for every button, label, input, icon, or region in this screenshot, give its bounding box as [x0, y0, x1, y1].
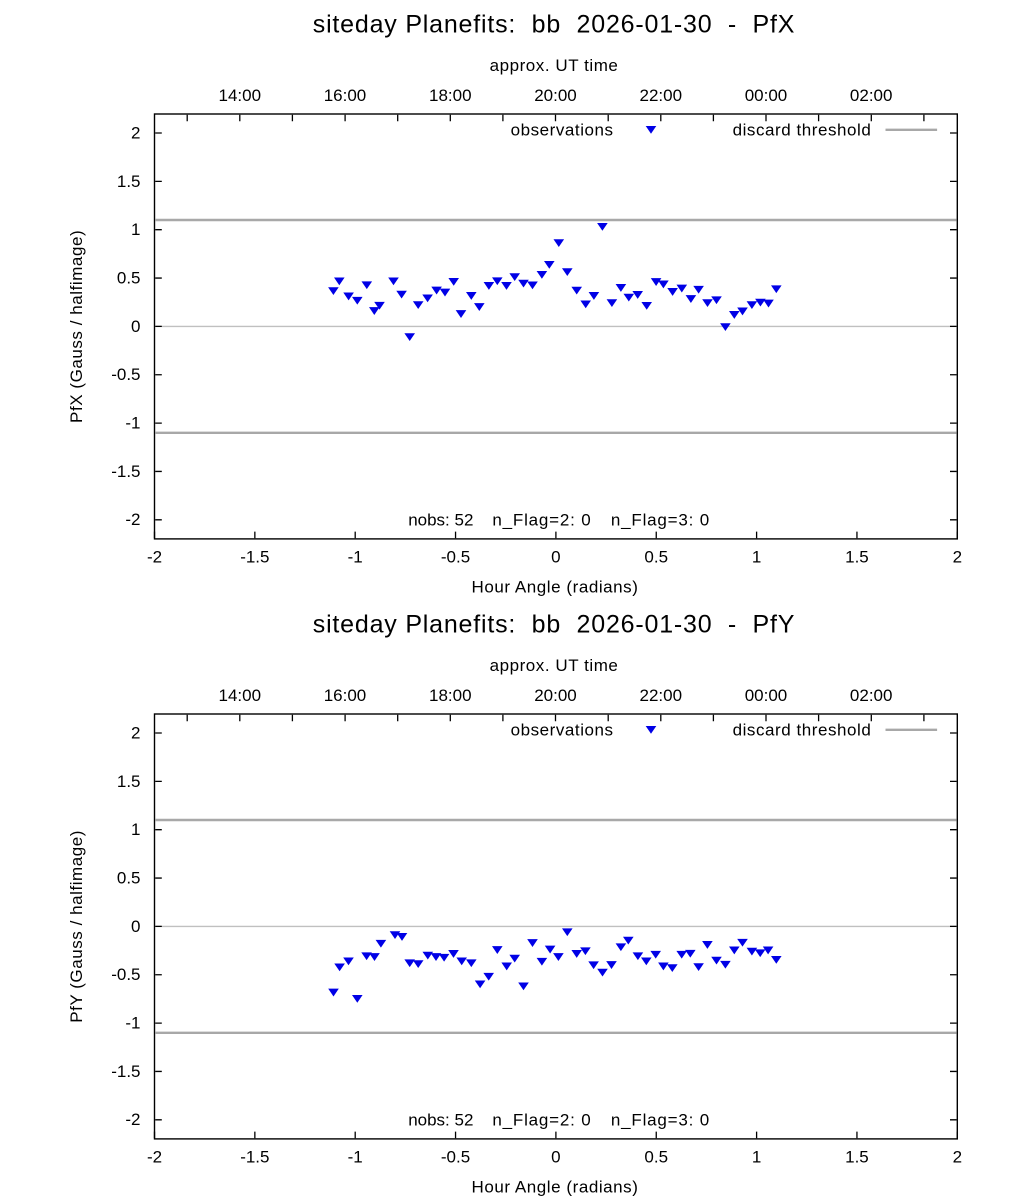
svg-text:0.5: 0.5	[644, 548, 668, 567]
svg-text:-2: -2	[147, 548, 162, 567]
svg-text:nobs: 52: nobs: 52	[408, 510, 473, 529]
svg-text:2: 2	[953, 1148, 962, 1167]
svg-text:1: 1	[752, 1148, 761, 1167]
svg-text:observations: observations	[511, 120, 614, 139]
svg-text:-2: -2	[125, 1110, 140, 1129]
svg-text:18:00: 18:00	[429, 86, 472, 105]
svg-text:PfY (Gauss / halfimage): PfY (Gauss / halfimage)	[67, 830, 86, 1023]
svg-text:16:00: 16:00	[324, 686, 367, 705]
svg-text:2: 2	[131, 123, 140, 142]
svg-text:0: 0	[551, 548, 560, 567]
svg-text:-2: -2	[147, 1148, 162, 1167]
svg-text:00:00: 00:00	[745, 86, 788, 105]
svg-text:n_Flag=2: 0: n_Flag=2: 0	[492, 510, 591, 529]
svg-text:-0.5: -0.5	[111, 965, 140, 984]
svg-text:discard threshold: discard threshold	[733, 120, 872, 139]
svg-text:siteday Planefits: bb 2026-0: siteday Planefits: bb 2026-01-30 - PfY	[313, 611, 795, 639]
svg-text:0: 0	[131, 317, 140, 336]
svg-text:-1.5: -1.5	[111, 462, 140, 481]
svg-text:0: 0	[551, 1148, 560, 1167]
svg-text:-2: -2	[125, 510, 140, 529]
svg-text:observations: observations	[511, 720, 614, 739]
svg-text:n_Flag=3: 0: n_Flag=3: 0	[611, 1110, 710, 1129]
svg-text:0: 0	[131, 917, 140, 936]
svg-text:Hour Angle (radians): Hour Angle (radians)	[472, 578, 639, 597]
svg-text:-1: -1	[348, 548, 363, 567]
svg-text:Hour Angle (radians): Hour Angle (radians)	[472, 1178, 639, 1197]
svg-text:-1: -1	[125, 1014, 140, 1033]
svg-text:PfX (Gauss / halfimage): PfX (Gauss / halfimage)	[67, 230, 86, 423]
svg-text:1: 1	[131, 220, 140, 239]
svg-text:0.5: 0.5	[117, 268, 141, 287]
svg-text:2: 2	[131, 723, 140, 742]
svg-text:14:00: 14:00	[219, 686, 262, 705]
svg-text:22:00: 22:00	[640, 686, 683, 705]
svg-text:approx. UT time: approx. UT time	[490, 56, 619, 75]
svg-text:-0.5: -0.5	[441, 1148, 470, 1167]
svg-text:-1: -1	[348, 1148, 363, 1167]
svg-text:0.5: 0.5	[117, 868, 141, 887]
svg-text:0.5: 0.5	[644, 1148, 668, 1167]
svg-text:-1.5: -1.5	[111, 1062, 140, 1081]
svg-text:02:00: 02:00	[850, 686, 893, 705]
svg-text:siteday Planefits: bb 2026-0: siteday Planefits: bb 2026-01-30 - PfX	[313, 11, 795, 39]
svg-text:18:00: 18:00	[429, 686, 472, 705]
svg-text:02:00: 02:00	[850, 86, 893, 105]
svg-text:-1.5: -1.5	[240, 1148, 269, 1167]
svg-text:00:00: 00:00	[745, 686, 788, 705]
svg-text:-0.5: -0.5	[111, 365, 140, 384]
svg-text:2: 2	[953, 548, 962, 567]
svg-text:20:00: 20:00	[534, 86, 577, 105]
svg-text:1.5: 1.5	[845, 1148, 869, 1167]
svg-text:1.5: 1.5	[117, 172, 141, 191]
svg-text:14:00: 14:00	[219, 86, 262, 105]
svg-text:-1.5: -1.5	[240, 548, 269, 567]
svg-text:22:00: 22:00	[640, 86, 683, 105]
svg-text:1.5: 1.5	[845, 548, 869, 567]
svg-text:approx. UT time: approx. UT time	[490, 656, 619, 675]
svg-text:1: 1	[131, 820, 140, 839]
svg-text:discard threshold: discard threshold	[733, 720, 872, 739]
svg-text:-1: -1	[125, 414, 140, 433]
svg-text:1.5: 1.5	[117, 772, 141, 791]
svg-text:n_Flag=3: 0: n_Flag=3: 0	[611, 510, 710, 529]
svg-text:nobs: 52: nobs: 52	[408, 1110, 473, 1129]
svg-text:-0.5: -0.5	[441, 548, 470, 567]
svg-text:n_Flag=2: 0: n_Flag=2: 0	[492, 1110, 591, 1129]
svg-text:20:00: 20:00	[534, 686, 577, 705]
svg-text:1: 1	[752, 548, 761, 567]
svg-text:16:00: 16:00	[324, 86, 367, 105]
